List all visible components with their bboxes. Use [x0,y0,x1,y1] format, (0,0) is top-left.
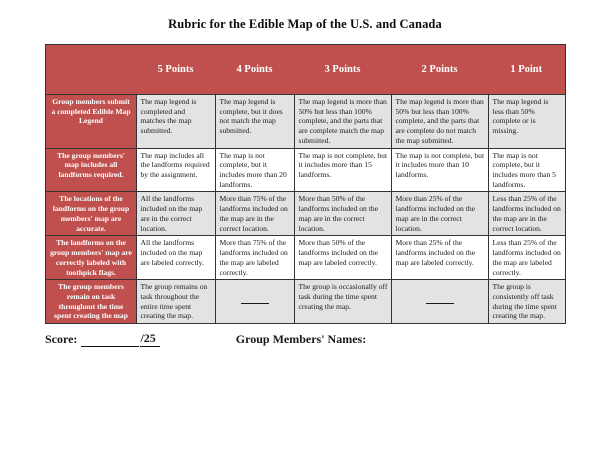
blank-dash-icon [426,296,454,305]
cell-r1-c2: The map is not complete, but it includes… [293,147,392,193]
cell-r3-c4: Less than 25% of the landforms included … [487,235,566,281]
page-title: Rubric for the Edible Map of the U.S. an… [168,17,442,31]
header-col-5-points: 5 Points [136,44,215,95]
cell-r0-c0: The map legend is completed and matches … [135,94,216,149]
cell-r0-c3: The map legend is more than 50% but less… [390,94,489,149]
cell-r3-c2: More than 50% of the landforms included … [293,235,392,281]
cell-r1-c0: The map includes all the landforms requi… [135,147,216,193]
table-row: The locations of the landforms on the gr… [45,191,566,237]
cell-r1-c1: The map is not complete, but it includes… [214,147,295,193]
rubric-table: 5 Points 4 Points 3 Points 2 Points 1 Po… [44,44,566,325]
cell-r3-c0: All the landforms included on the map ar… [135,235,216,281]
cell-r4-c3-not-applicable [390,279,489,325]
cell-r1-c3: The map is not complete, but it includes… [390,147,489,193]
cell-r3-c1: More than 75% of the landforms included … [214,235,295,281]
cell-r2-c3: More than 25% of the landforms included … [390,191,489,237]
score-total: /25 [140,331,160,348]
header-col-3-points: 3 Points [294,44,391,95]
cell-r4-c0: The group remains on task throughout the… [135,279,216,325]
row-criterion-label: The group members remain on task through… [45,279,137,324]
cell-r0-c4: The map legend is less than 50% complete… [487,94,566,149]
row-criterion-label: The landforms on the group members' map … [45,235,137,280]
header-col-4-points: 4 Points [215,44,294,95]
score-blank-line[interactable] [81,333,140,348]
score-field: Score: /25 [45,331,160,348]
cell-r2-c2: More than 50% of the landforms included … [293,191,392,237]
footer-line: Score: /25 Group Members' Names: [45,331,565,348]
cell-r4-c1-not-applicable [214,279,295,325]
row-criterion-label: Group members submit a completed Edible … [45,94,137,149]
row-criterion-label: The group members' map includes all land… [45,147,137,192]
cell-r2-c4: Less than 25% of the landforms included … [487,191,566,237]
table-header-row: 5 Points 4 Points 3 Points 2 Points 1 Po… [45,44,565,95]
header-col-2-points: 2 Points [391,44,488,95]
table-row: Group members submit a completed Edible … [45,94,566,149]
group-members-names-label: Group Members' Names: [235,332,367,347]
header-criterion [45,44,136,95]
cell-r2-c0: All the landforms included on the map ar… [135,191,216,237]
table-row: The group members remain on task through… [45,279,566,325]
cell-r4-c2: The group is occasionally off task durin… [293,279,392,325]
table-row: The group members' map includes all land… [45,147,566,193]
cell-r1-c4: The map is not complete, but it includes… [487,147,566,193]
cell-r3-c3: More than 25% of the landforms included … [390,235,489,281]
cell-r0-c1: The map legend is complete, but it does … [214,94,295,149]
blank-dash-icon [241,296,269,305]
header-col-1-point: 1 Point [488,44,565,95]
row-criterion-label: The locations of the landforms on the gr… [45,191,137,236]
cell-r0-c2: The map legend is more than 50% but less… [293,94,392,149]
table-row: The landforms on the group members' map … [45,235,566,281]
score-label: Score: [45,332,78,347]
cell-r2-c1: More than 75% of the landforms included … [214,191,295,237]
cell-r4-c4: The group is consistently off task durin… [487,279,566,325]
